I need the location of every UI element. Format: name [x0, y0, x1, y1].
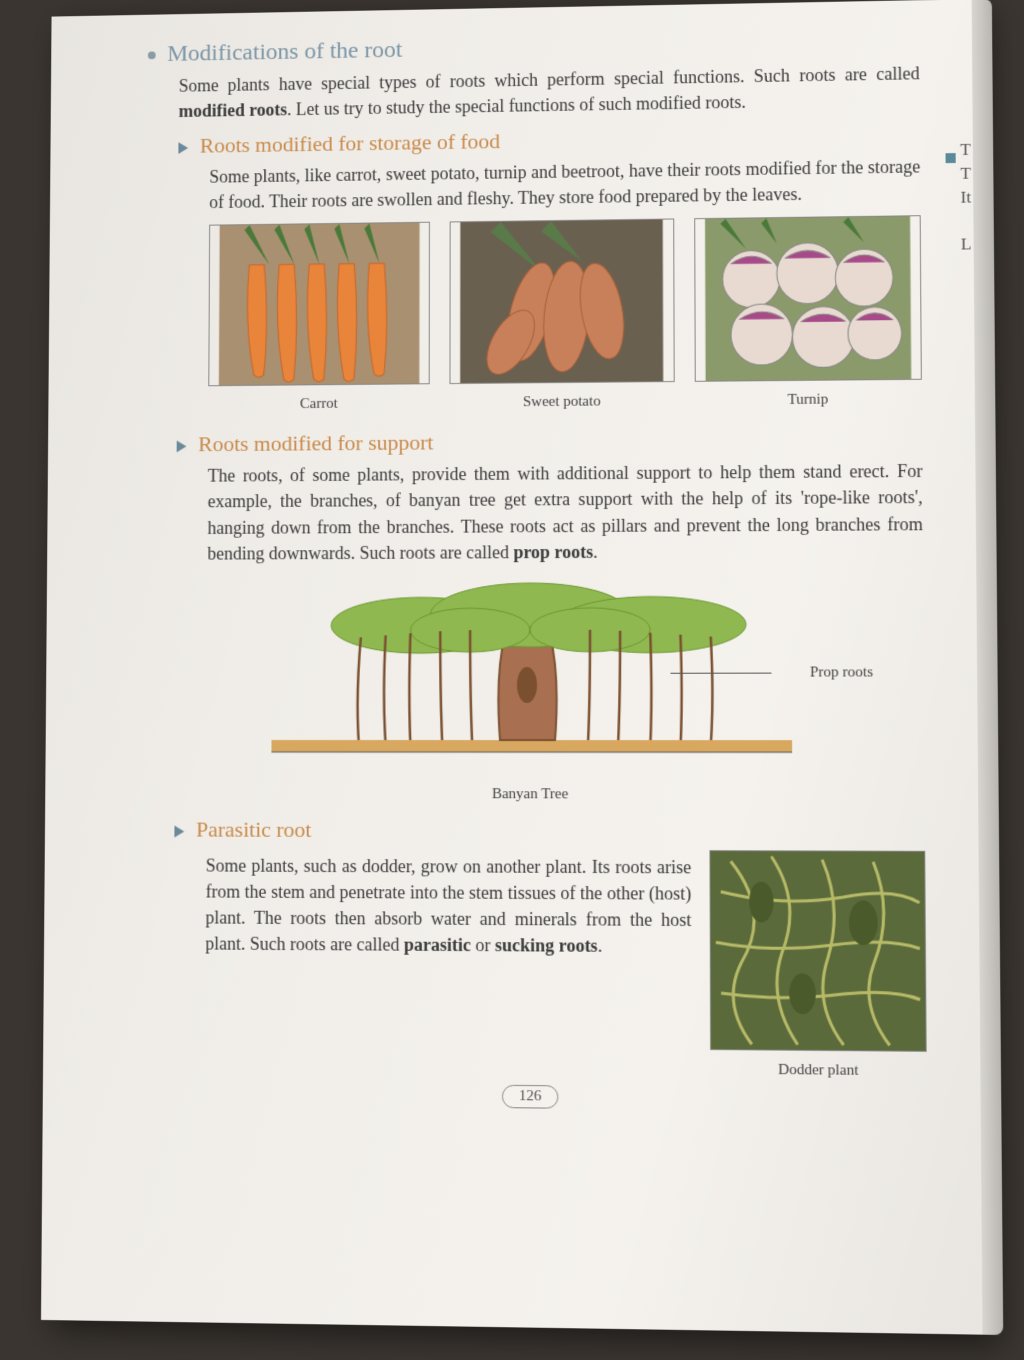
textbook-page: T T It L Modifications of the root Some … — [41, 0, 991, 1335]
s1-bold: modified roots — [179, 100, 287, 121]
heading-support: Roots modified for support — [177, 426, 923, 457]
s4-text2: . — [598, 936, 603, 956]
bullet-dot-icon — [148, 52, 156, 60]
carrot-caption: Carrot — [208, 395, 430, 414]
arrow-icon — [178, 142, 188, 154]
carrot-box: Carrot — [208, 222, 430, 414]
page-number: 126 — [502, 1085, 559, 1109]
prop-roots-label: Prop roots — [810, 664, 873, 681]
margin-t1: T — [960, 140, 971, 159]
turnip-box: Turnip — [694, 216, 922, 411]
page-number-box: 126 — [141, 1081, 927, 1112]
banyan-figure: Prop roots Banyan Tree — [143, 573, 925, 804]
section4-row: Some plants, such as dodder, grow on ano… — [173, 848, 927, 1080]
arrow-icon-3 — [174, 825, 184, 837]
margin-t2: T — [960, 164, 971, 183]
section1-body: Some plants have special types of roots … — [179, 60, 920, 124]
turnip-image — [694, 216, 922, 383]
carrot-image — [208, 222, 430, 387]
heading-storage-text: Roots modified for storage of food — [200, 129, 500, 158]
margin-t3: It — [961, 187, 972, 206]
dodder-box: Dodder plant — [709, 850, 927, 1080]
dodder-caption: Dodder plant — [710, 1061, 927, 1080]
section4-text-col: Some plants, such as dodder, grow on ano… — [174, 848, 692, 970]
prop-label-line — [670, 672, 771, 673]
margin-bullet — [946, 153, 956, 163]
s3-bold: prop roots — [513, 542, 593, 562]
margin-fragment: T T It L — [960, 138, 971, 257]
s3-text2: . — [593, 542, 598, 562]
banyan-tree-image — [271, 574, 792, 775]
page-edge — [972, 0, 1004, 1335]
banyan-caption: Banyan Tree — [143, 785, 925, 803]
s4-bold1: parasitic — [404, 935, 471, 956]
turnip-caption: Turnip — [694, 391, 922, 410]
section2-body: Some plants, like carrot, sweet potato, … — [209, 154, 920, 216]
s1-text1: Some plants have special types of roots … — [179, 63, 920, 95]
sweetpotato-box: Sweet potato — [450, 219, 675, 412]
margin-t4: L — [961, 235, 972, 254]
section4-body: Some plants, such as dodder, grow on ano… — [205, 852, 691, 959]
heading-parasitic: Parasitic root — [174, 816, 925, 844]
s1-text2: . Let us try to study the special functi… — [287, 92, 746, 119]
sweetpotato-image — [450, 219, 675, 385]
sweetpotato-caption: Sweet potato — [450, 393, 675, 412]
heading-parasitic-text: Parasitic root — [196, 816, 311, 841]
s4-bold2: sucking roots — [495, 935, 598, 956]
heading-modifications-text: Modifications of the root — [167, 37, 402, 66]
dodder-image — [709, 850, 926, 1052]
s4-mid: or — [471, 935, 495, 955]
arrow-icon-2 — [177, 441, 187, 453]
heading-support-text: Roots modified for support — [198, 430, 433, 456]
vegetable-images-row: Carrot Sweet potato — [208, 216, 922, 415]
section3-body: The roots, of some plants, provide them … — [207, 458, 923, 566]
heading-storage: Roots modified for storage of food — [178, 122, 920, 159]
